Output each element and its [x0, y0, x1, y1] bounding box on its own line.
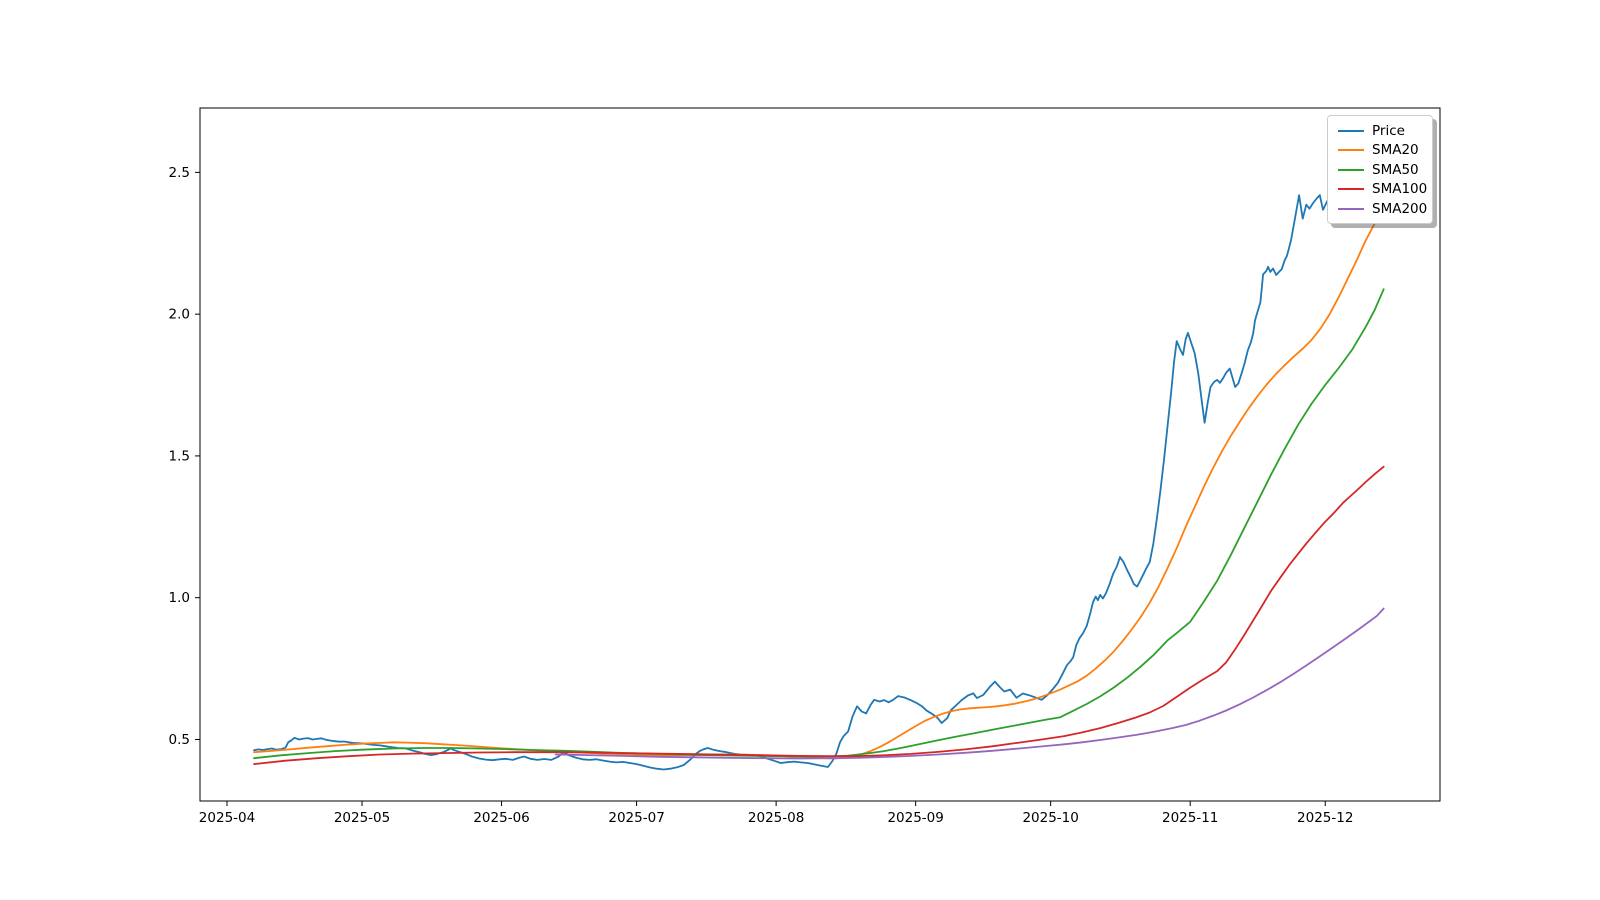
legend-line-sample-price: [1338, 129, 1364, 132]
series-line-sma20: [253, 208, 1385, 760]
x-tick-label: 2025-11: [1162, 810, 1218, 826]
legend: Price SMA20 SMA50 SMA100 SMA200: [1327, 115, 1433, 224]
legend-label-sma200: SMA200: [1372, 200, 1428, 217]
x-tick-label: 2025-09: [887, 810, 943, 826]
legend-item-sma200: SMA200: [1328, 199, 1432, 219]
x-tick-label: 2025-08: [748, 810, 804, 826]
series-line-sma50: [253, 288, 1385, 760]
series-line-price: [253, 143, 1385, 771]
legend-item-sma100: SMA100: [1328, 180, 1432, 200]
legend-item-price: Price: [1328, 121, 1432, 141]
y-tick-label: 2.0: [169, 307, 190, 323]
x-tick-label: 2025-12: [1297, 810, 1353, 826]
y-tick-label: 1.0: [169, 590, 190, 606]
x-tick-label: 2025-07: [608, 810, 664, 826]
legend-label-sma20: SMA20: [1372, 142, 1419, 159]
legend-item-sma50: SMA50: [1328, 160, 1432, 180]
x-tick-label: 2025-06: [473, 810, 529, 826]
series-line-sma100: [253, 465, 1385, 765]
legend-line-sample-sma50: [1338, 168, 1364, 171]
legend-label-price: Price: [1372, 122, 1405, 139]
x-tick-label: 2025-10: [1022, 810, 1078, 826]
x-tick-label: 2025-05: [334, 810, 390, 826]
y-tick-label: 2.5: [169, 165, 190, 181]
x-tick-label: 2025-04: [199, 810, 255, 826]
legend-line-sample-sma200: [1338, 207, 1364, 210]
plot-frame: [199, 107, 1441, 802]
series-line-sma200: [554, 607, 1385, 760]
y-tick-label: 0.5: [169, 732, 190, 748]
y-tick-label: 1.5: [169, 448, 190, 464]
legend-label-sma100: SMA100: [1372, 181, 1428, 198]
legend-line-sample-sma100: [1338, 188, 1364, 191]
legend-label-sma50: SMA50: [1372, 161, 1419, 178]
legend-item-sma20: SMA20: [1328, 141, 1432, 161]
legend-line-sample-sma20: [1338, 149, 1364, 152]
